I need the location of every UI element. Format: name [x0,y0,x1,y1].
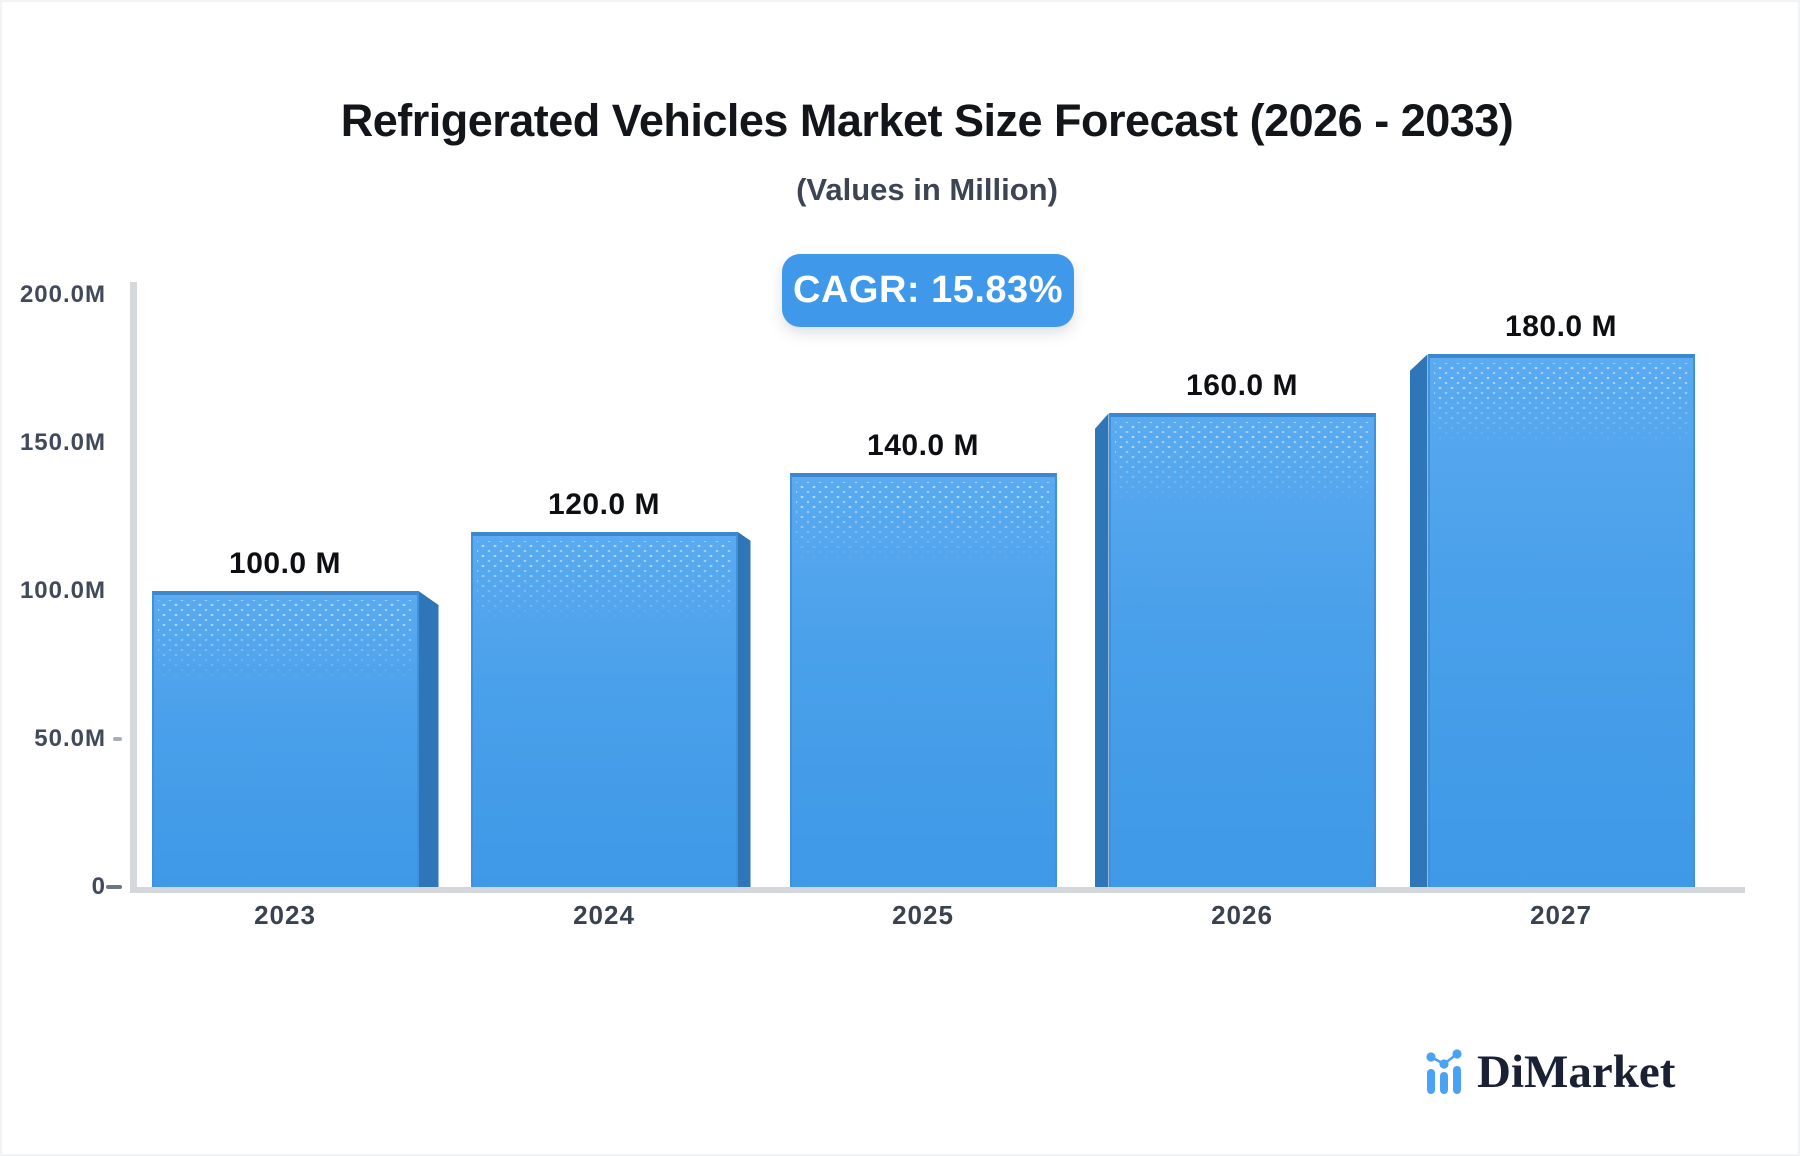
bar-2025 [789,472,1057,887]
cagr-badge: CAGR: 15.83% [782,254,1074,327]
y-axis-tick-label-50.0M: 50.0M [34,725,106,752]
bar-side-2023 [418,591,439,887]
bar-value-label-2026: 160.0 M [1186,369,1298,403]
y-axis-line [130,282,137,893]
y-axis-tick-mark [113,737,122,741]
y-axis-tick-label-200.0M: 200.0M [19,281,106,308]
x-axis-line [130,887,1745,893]
brand-name: DiMarket [1477,1046,1676,1098]
y-axis-tick-mark [106,885,122,889]
y-axis-tick-label-150.0M: 150.0M [19,429,106,456]
x-axis-label-2027: 2027 [1530,900,1592,930]
chart-subtitle: (Values in Million) [796,172,1058,207]
bar-value-label-2023: 100.0 M [229,547,341,580]
y-axis-tick-label-0: 0 [91,873,106,900]
brand-logo: DiMarket [1426,1044,1676,1098]
bar-value-label-2027: 180.0 M [1505,310,1617,344]
bar-side-2027 [1409,354,1428,887]
y-axis-tick-label-100.0M: 100.0M [19,577,106,604]
x-axis-label-2023: 2023 [254,900,316,930]
bar-2026 [1108,413,1376,887]
bar-2023 [151,591,419,887]
chart-title: Refrigerated Vehicles Market Size Foreca… [340,95,1514,146]
cagr-badge-label: CAGR: 15.83% [793,269,1063,311]
bar-value-label-2025: 140.0 M [867,428,979,462]
bar-value-label-2024: 120.0 M [548,487,660,521]
bar-2024 [470,531,738,887]
bar-side-2026 [1094,413,1109,887]
bar-side-2024 [737,531,751,887]
x-axis-label-2024: 2024 [573,900,635,930]
bar-chart-trend-icon [1426,1049,1462,1094]
x-axis-label-2025: 2025 [892,900,954,930]
x-axis-label-2026: 2026 [1211,900,1273,930]
bar-2027 [1427,354,1695,887]
